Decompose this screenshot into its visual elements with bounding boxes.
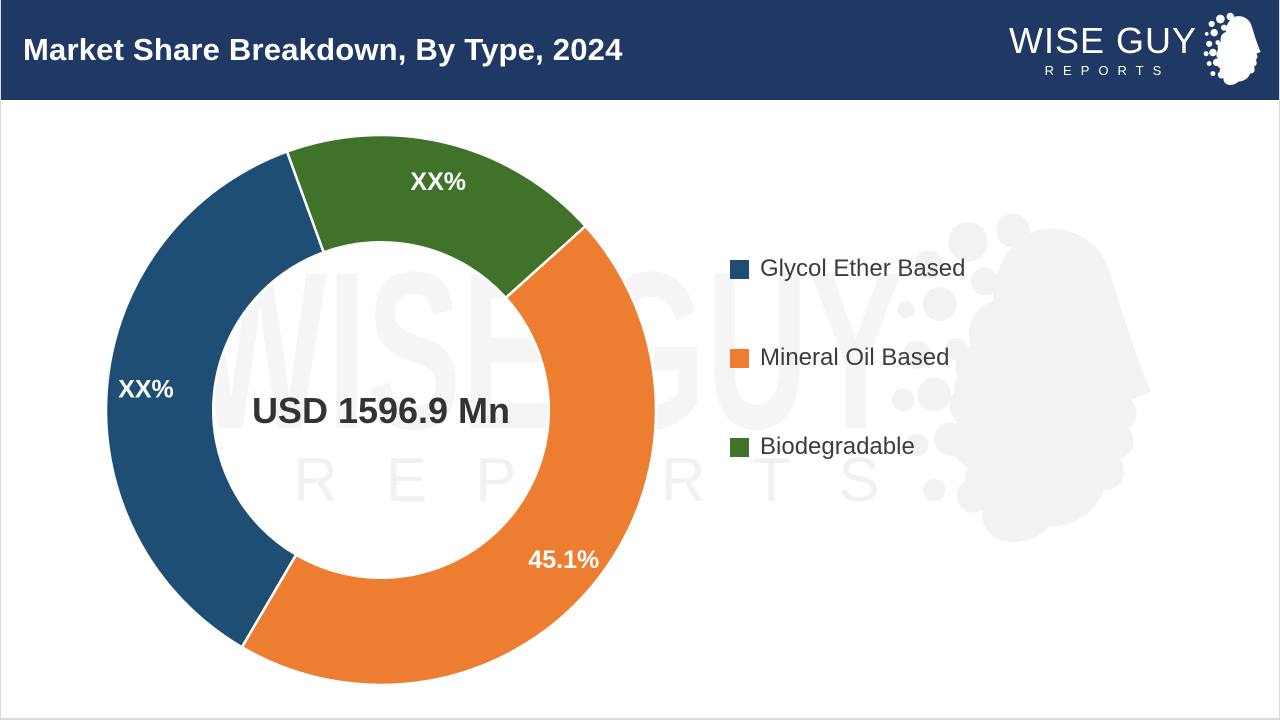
logo-wordmark: WISE GUY xyxy=(1008,20,1197,61)
donut-chart-container: XX% 45.1% XX% USD 1596.9 Mn xyxy=(96,120,666,705)
segment-value-label: XX% xyxy=(118,376,174,404)
wiseguy-logo: WISE GUY REPORTS xyxy=(1009,12,1265,88)
legend-label: Biodegradable xyxy=(760,433,915,460)
donut-segment-biodegradable xyxy=(285,133,587,300)
donut-center-value: USD 1596.9 Mn xyxy=(252,390,510,431)
legend-item-mineral-oil-based: Mineral Oil Based xyxy=(730,344,965,372)
segment-value-label: XX% xyxy=(410,168,466,196)
donut-segment-glycol-ether-based xyxy=(104,150,325,649)
legend-swatch-blue xyxy=(730,259,749,279)
logo-wordmark-block: WISE GUY REPORTS xyxy=(1008,20,1197,78)
donut-chart: XX% 45.1% XX% USD 1596.9 Mn xyxy=(104,133,658,687)
page-title: Market Share Breakdown, By Type, 2024 xyxy=(23,32,623,67)
donut-segment-mineral-oil-based xyxy=(240,224,658,687)
legend-label: Mineral Oil Based xyxy=(760,344,950,371)
legend-swatch-orange xyxy=(730,348,749,368)
legend-swatch-green xyxy=(730,437,749,457)
logo-face-icon xyxy=(1203,12,1261,85)
segment-value-label: 45.1% xyxy=(528,546,599,574)
logo-subtext: REPORTS xyxy=(1044,63,1171,78)
legend-item-glycol-ether-based: Glycol Ether Based xyxy=(730,255,965,283)
legend-item-biodegradable: Biodegradable xyxy=(730,433,965,461)
chart-legend: Glycol Ether Based Mineral Oil Based Bio… xyxy=(730,255,965,522)
header-bar: Market Share Breakdown, By Type, 2024 WI… xyxy=(1,0,1279,100)
legend-label: Glycol Ether Based xyxy=(760,255,966,282)
